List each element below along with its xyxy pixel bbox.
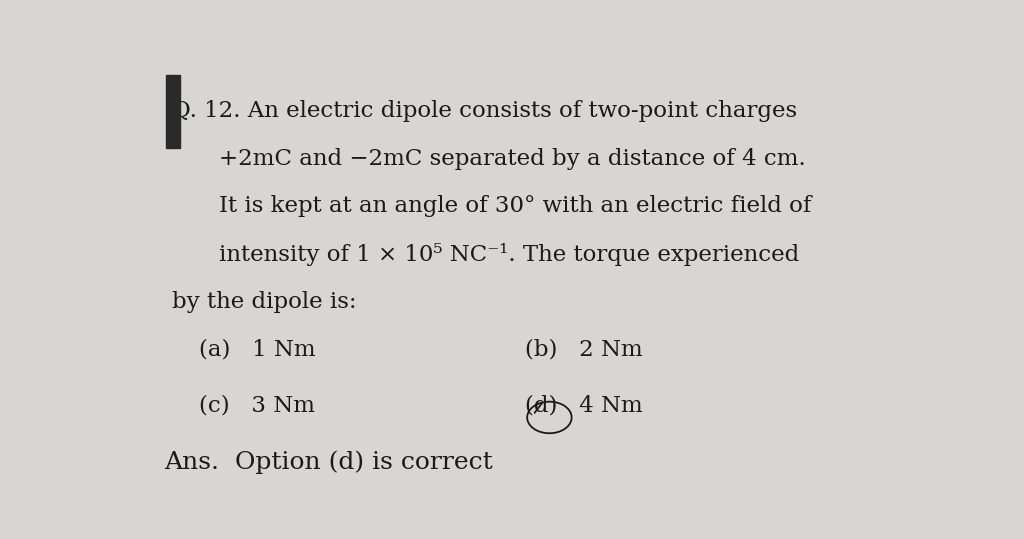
Text: (c)   3 Nm: (c) 3 Nm xyxy=(200,395,315,417)
Text: +2mC and −2mC separated by a distance of 4 cm.: +2mC and −2mC separated by a distance of… xyxy=(219,148,806,170)
Text: (d)   4 Nm: (d) 4 Nm xyxy=(524,395,642,417)
Text: Ans.  Option (d) is correct: Ans. Option (d) is correct xyxy=(164,451,493,474)
Text: It is kept at an angle of 30° with an electric field of: It is kept at an angle of 30° with an el… xyxy=(219,196,812,217)
Text: Q. 12. An electric dipole consists of two-point charges: Q. 12. An electric dipole consists of tw… xyxy=(172,100,797,122)
Text: by the dipole is:: by the dipole is: xyxy=(172,291,356,313)
Text: (a)   1 Nm: (a) 1 Nm xyxy=(200,338,316,361)
Text: (b)   2 Nm: (b) 2 Nm xyxy=(524,338,642,361)
Text: intensity of 1 × 10⁵ NC⁻¹. The torque experienced: intensity of 1 × 10⁵ NC⁻¹. The torque ex… xyxy=(219,243,800,266)
Bar xyxy=(166,75,180,148)
